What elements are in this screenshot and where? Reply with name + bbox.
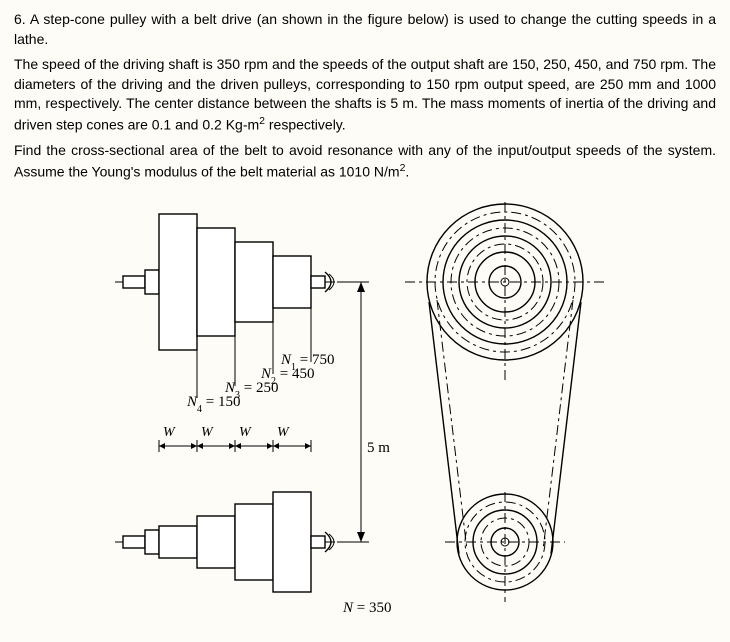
label-n4: N4 = 150 [186, 394, 240, 415]
problem-p2: The speed of the driving shaft is 350 rp… [14, 55, 716, 135]
svg-text:W: W [163, 425, 176, 440]
figure-container: N1 = 750 N2 = 450 N3 = 250 N4 = 150 W W … [14, 202, 716, 632]
problem-p2-text: The speed of the driving shaft is 350 rp… [14, 56, 716, 132]
problem-p3: Find the cross-sectional area of the bel… [14, 141, 716, 182]
problem-number: 6. [14, 11, 26, 27]
top-step-cone-side [115, 214, 335, 350]
svg-text:W: W [201, 425, 214, 440]
bottom-step-cone-side [115, 492, 335, 592]
svg-text:W: W [239, 425, 252, 440]
w-labels: W W W W [159, 425, 311, 452]
problem-p3-text: Find the cross-sectional area of the bel… [14, 142, 716, 179]
problem-p2-end: respectively. [265, 117, 346, 133]
label-n-bottom: N = 350 [342, 600, 391, 616]
center-distance-dim: 5 m [337, 282, 390, 542]
problem-p1-text: A step-cone pulley with a belt drive (an… [14, 11, 716, 47]
problem-p1: 6. A step-cone pulley with a belt drive … [14, 10, 716, 49]
svg-text:W: W [277, 425, 290, 440]
label-5m: 5 m [367, 440, 390, 456]
step-cone-figure: N1 = 750 N2 = 450 N3 = 250 N4 = 150 W W … [105, 202, 625, 632]
front-view [405, 202, 605, 602]
problem-p3-end: . [405, 163, 409, 179]
